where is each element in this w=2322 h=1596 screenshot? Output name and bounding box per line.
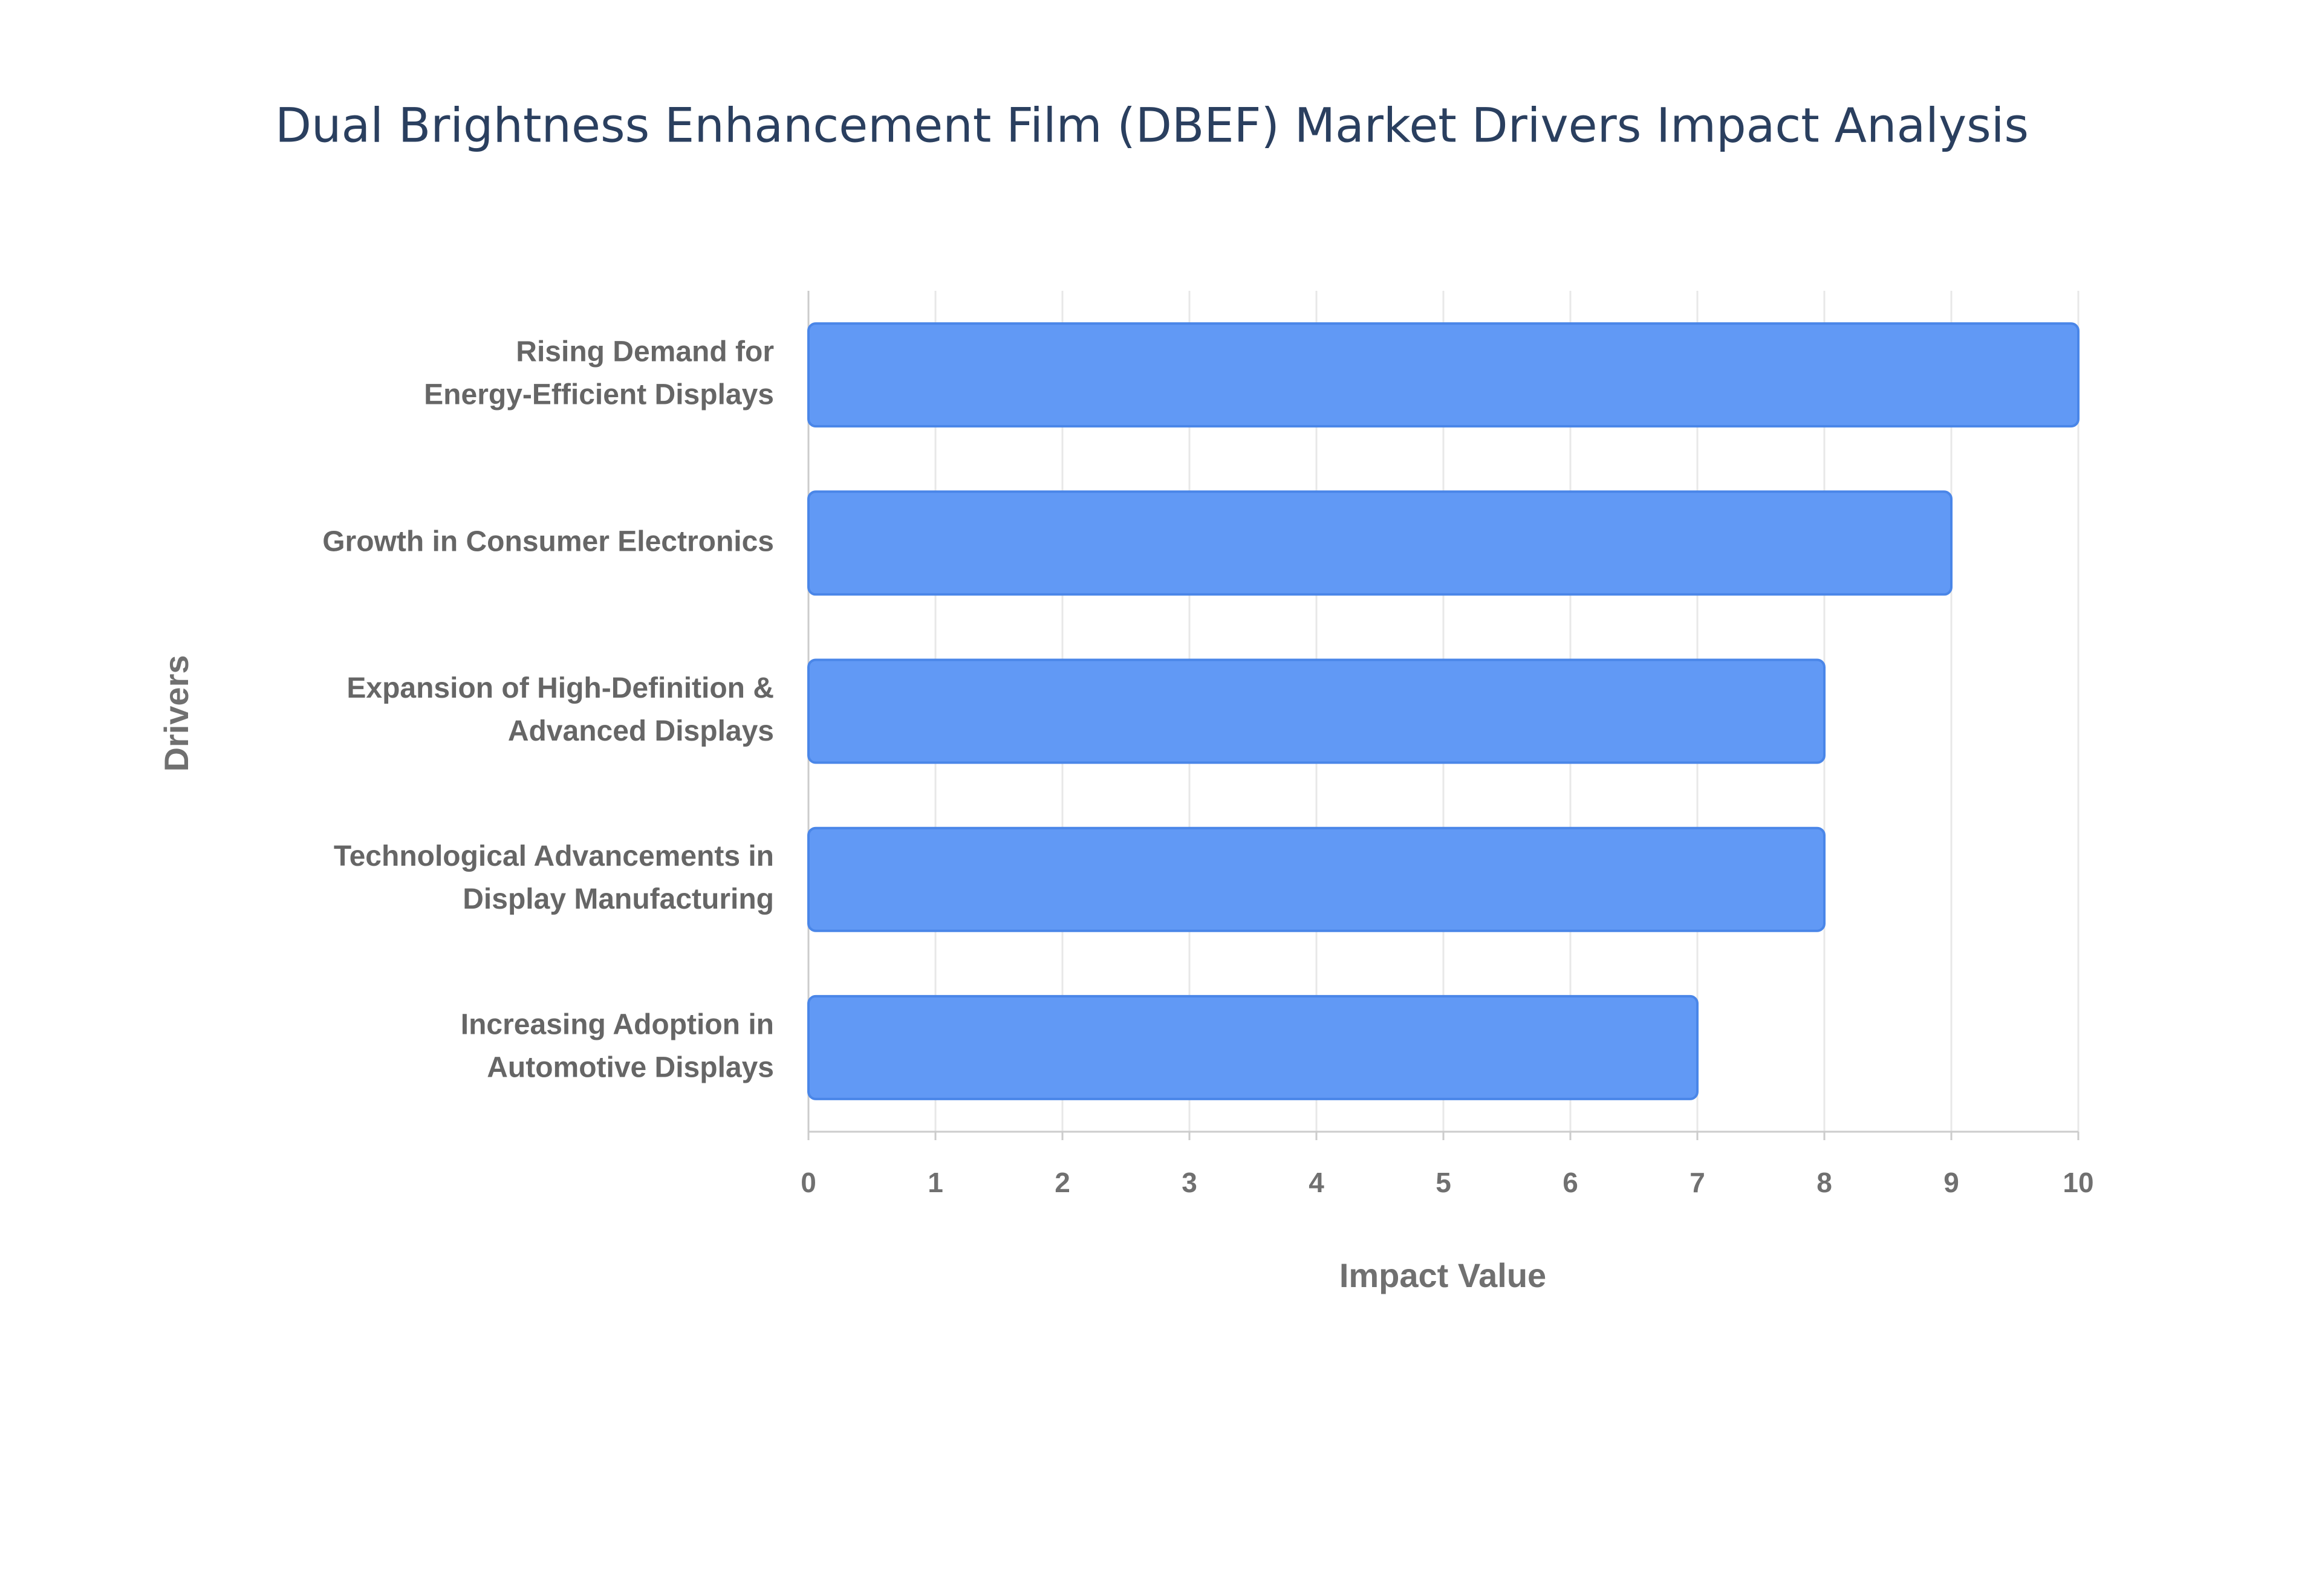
bar [807,826,1826,932]
y-tick-label: Expansion of High-Definition & Advanced D… [346,672,774,747]
y-tick-label: Increasing Adoption in Automotive Display… [461,1008,774,1083]
y-tick-label-line: Rising Demand for [516,336,774,368]
y-tick-label-line: Technological Advancements in [334,840,774,872]
x-tick-label: 4 [1309,1167,1324,1198]
y-axis-title: Drivers [157,655,195,771]
y-tick-label-line: Increasing Adoption in [461,1008,774,1040]
bar [807,490,1953,596]
bar [807,322,2080,428]
y-tick-label-line: Display Manufacturing [463,883,774,915]
x-tick-label: 8 [1816,1167,1832,1198]
y-tick-label-line: Energy-Efficient Displays [424,378,774,410]
x-tick-label: 6 [1563,1167,1578,1198]
x-tick-label: 9 [1943,1167,1959,1198]
x-tick-label: 0 [801,1167,816,1198]
x-tick-label: 2 [1055,1167,1070,1198]
x-tick-label: 1 [928,1167,943,1198]
y-tick-label-line: Automotive Displays [487,1051,774,1083]
y-tick-label-line: Expansion of High-Definition & [346,672,774,704]
x-tick-label: 3 [1182,1167,1197,1198]
x-axis-title: Impact Value [1339,1256,1546,1294]
y-tick-label: Growth in Consumer Electronics [322,525,774,557]
x-tick-label: 7 [1689,1167,1705,1198]
y-tick-label-line: Advanced Displays [508,715,774,747]
y-tick-label: Rising Demand for Energy-Efficient Displa… [424,336,774,410]
bar [807,994,1699,1100]
x-tick-label: 5 [1436,1167,1451,1198]
y-tick-label: Technological Advancements in Display Man… [334,840,774,915]
chart-title: Dual Brightness Enhancement Film (DBEF) … [275,99,2029,153]
bar [807,658,1826,764]
x-tick-label: 10 [2063,1167,2093,1198]
y-tick-label-line: Growth in Consumer Electronics [322,525,774,557]
